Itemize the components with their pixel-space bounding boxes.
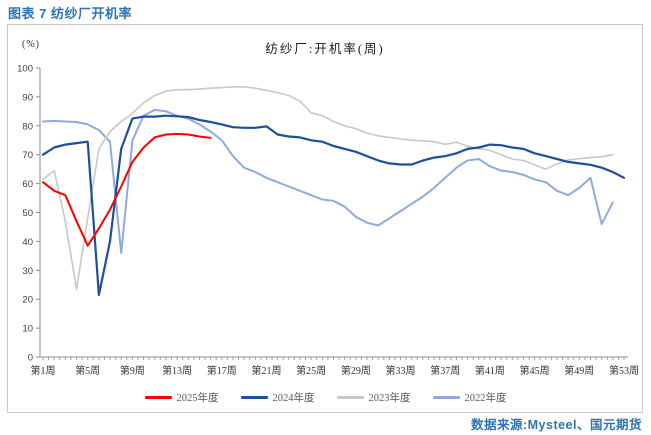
legend-item-2025: 2025年度	[144, 390, 219, 405]
series-line-2022	[42, 108, 614, 254]
y-tick-label: 60	[22, 179, 33, 190]
x-tick-label: 第45周	[520, 364, 550, 377]
x-tick-label: 第9周	[120, 364, 145, 377]
x-tick-label: 第1周	[31, 364, 56, 377]
legend-label: 2022年度	[464, 393, 507, 404]
y-tick-label: 90	[22, 92, 33, 103]
report-title: 图表 7 纺纱厂开机率	[8, 6, 132, 21]
x-tick-label: 第5周	[75, 364, 100, 377]
x-tick-label: 第53周	[609, 364, 639, 377]
x-tick-label: 第21周	[251, 364, 281, 377]
x-tick-label: 第13周	[162, 364, 192, 377]
legend-swatch	[336, 396, 364, 399]
y-tick-label: 30	[22, 266, 33, 277]
y-tick-label: 70	[22, 150, 33, 161]
legend: 2025年度 2024年度 2023年度 2022年度	[0, 390, 651, 405]
series-line-2024	[41, 114, 626, 296]
y-tick-label: 80	[22, 121, 33, 132]
y-tick-label: 0	[28, 353, 33, 364]
legend-label: 2023年度	[368, 393, 411, 404]
x-tick-label: 第33周	[386, 364, 416, 377]
source-note: 数据来源:Mysteel、国元期货	[470, 418, 642, 432]
legend-label: 2025年度	[176, 393, 219, 404]
series-line-2023	[42, 86, 614, 290]
x-tick-label: 第41周	[475, 364, 505, 377]
x-tick-label: 第49周	[564, 364, 594, 377]
y-tick-label: 100	[17, 64, 33, 75]
x-tick-label: 第17周	[207, 364, 237, 377]
legend-label: 2024年度	[272, 393, 315, 404]
x-tick-label: 第25周	[296, 364, 326, 377]
y-axis-unit-label: (%)	[22, 39, 40, 50]
x-tick-label: 第37周	[430, 364, 460, 377]
series-line-2025	[42, 132, 212, 247]
legend-item-2023: 2023年度	[336, 390, 411, 405]
y-tick-label: 40	[22, 237, 33, 248]
y-tick-label: 10	[22, 324, 33, 335]
legend-item-2022: 2022年度	[432, 390, 507, 405]
legend-swatch	[240, 396, 268, 399]
legend-swatch	[144, 396, 172, 399]
y-tick-label: 50	[22, 208, 33, 219]
x-tick-label: 第29周	[341, 364, 371, 377]
legend-item-2024: 2024年度	[240, 390, 315, 405]
y-tick-label: 20	[22, 295, 33, 306]
chart-title: 纺纱厂:开机率(周)	[265, 42, 385, 56]
legend-swatch	[432, 396, 460, 399]
